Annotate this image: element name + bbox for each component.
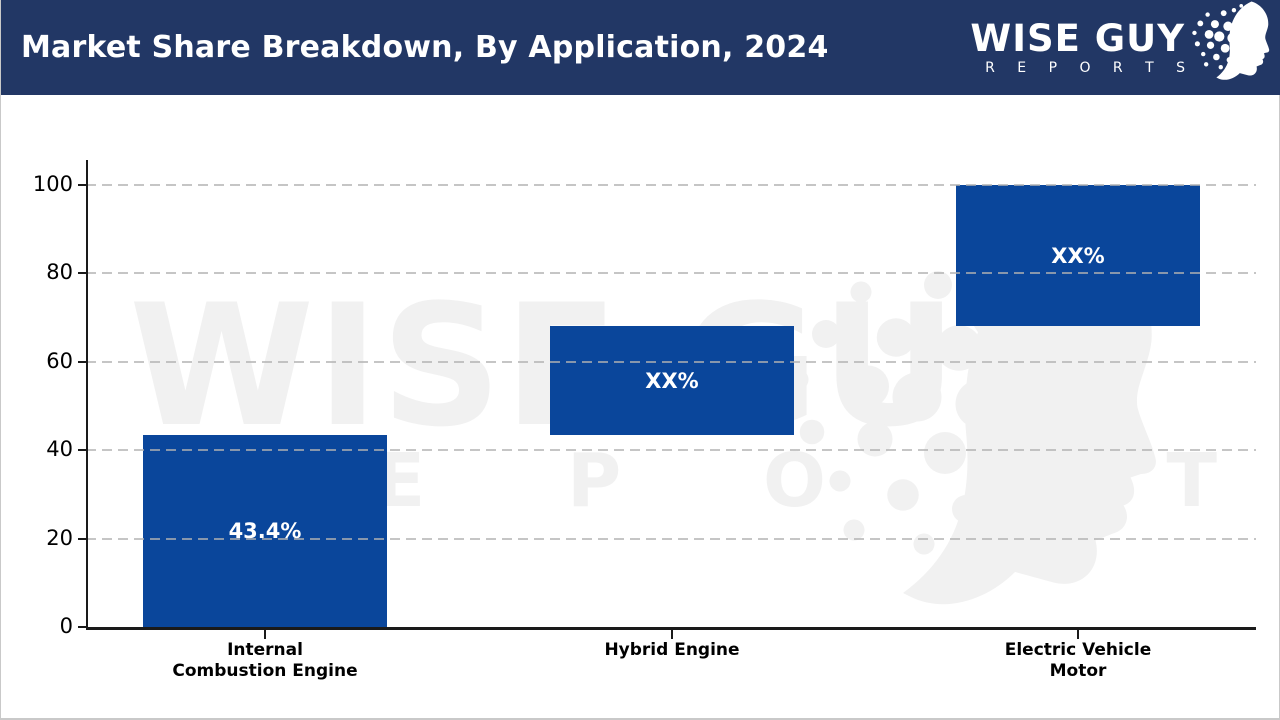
bar-segment: 43.4% — [143, 435, 387, 627]
header-band: Market Share Breakdown, By Application, … — [1, 0, 1280, 95]
wise-guy-reports-logo: WISE GUY R E P O R T S — [970, 0, 1280, 95]
y-tick-mark — [78, 272, 86, 275]
category-label: Electric Vehicle Motor — [1004, 640, 1152, 681]
y-tick-mark — [78, 449, 86, 452]
bar-segment: XX% — [956, 185, 1200, 327]
x-tick-mark — [671, 630, 673, 639]
y-tick-mark — [78, 360, 86, 363]
gridline — [86, 360, 1256, 363]
logo-subtitle: R E P O R T S — [985, 59, 1194, 76]
y-tick-mark — [78, 537, 86, 540]
logo-face-icon — [1192, 1, 1270, 80]
y-axis-line — [86, 160, 88, 629]
y-tick-label: 40 — [46, 437, 73, 462]
y-tick-label: 20 — [46, 525, 73, 550]
y-tick-mark — [78, 184, 86, 186]
logo-text: WISE GUY R E P O R T S — [970, 20, 1185, 76]
x-axis-line — [86, 627, 1256, 630]
chart-title: Market Share Breakdown, By Application, … — [21, 30, 829, 65]
category-label: Internal Combustion Engine — [172, 640, 358, 681]
x-tick-mark — [1077, 630, 1079, 639]
logo-wordmark: WISE GUY — [970, 16, 1185, 60]
gridline — [86, 184, 1256, 186]
bar-value-label: XX% — [645, 368, 699, 393]
gridline — [86, 537, 1256, 540]
bar-value-label: XX% — [1051, 243, 1105, 268]
y-tick-label: 0 — [59, 614, 73, 638]
bar-segment: XX% — [550, 326, 794, 436]
category-label: Hybrid Engine — [604, 640, 740, 660]
y-tick-mark — [78, 626, 86, 628]
y-tick-label: 100 — [32, 172, 73, 196]
x-tick-mark — [264, 630, 266, 639]
y-tick-label: 80 — [46, 260, 73, 285]
y-tick-label: 60 — [46, 348, 73, 373]
gridline — [86, 449, 1256, 452]
gridline — [86, 272, 1256, 275]
